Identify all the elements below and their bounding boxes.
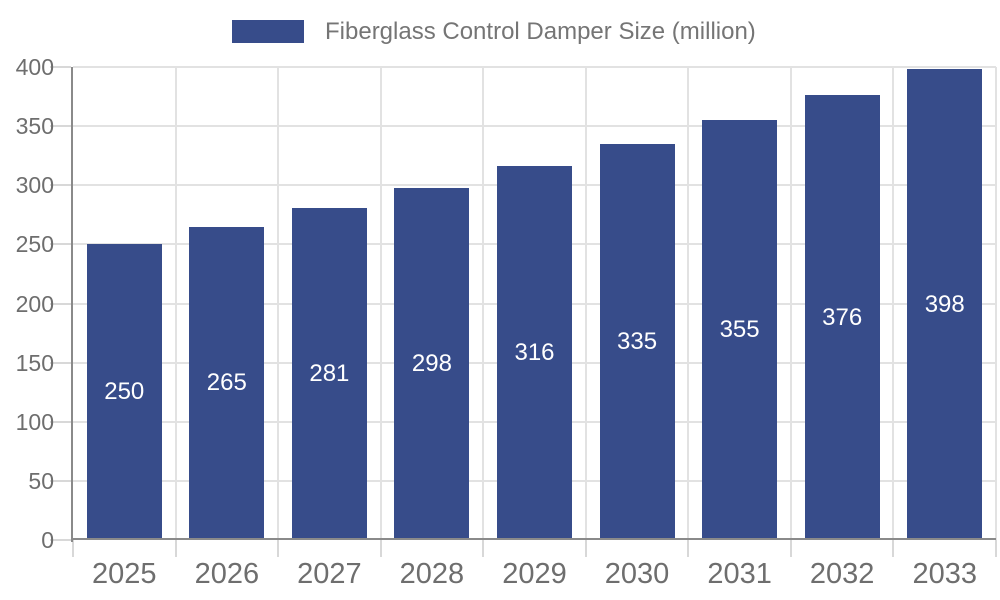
- x-gridline: [277, 67, 280, 540]
- x-tick: [584, 540, 587, 557]
- legend-label: Fiberglass Control Damper Size (million): [325, 18, 756, 45]
- legend-swatch: [232, 20, 304, 43]
- y-axis-label: 250: [15, 231, 54, 258]
- x-gridline: [174, 67, 177, 540]
- bar-value-label: 250: [104, 378, 145, 406]
- bar-value-label: 355: [719, 316, 760, 344]
- x-axis-line: [71, 538, 996, 540]
- x-tick: [995, 540, 997, 557]
- bar-value-label: 398: [924, 290, 965, 318]
- x-tick: [892, 540, 895, 557]
- bar: [291, 207, 367, 540]
- bar: [86, 244, 162, 540]
- y-tick: [50, 361, 71, 364]
- y-axis-label: 0: [41, 527, 54, 553]
- x-tick: [687, 540, 690, 557]
- x-gridline: [687, 67, 690, 540]
- x-axis-label: 2029: [502, 558, 567, 590]
- x-tick: [277, 540, 280, 557]
- x-gridline: [379, 67, 382, 540]
- y-axis-label: 400: [15, 54, 54, 80]
- x-axis-label: 2028: [399, 558, 465, 590]
- y-axis-label: 300: [15, 172, 54, 199]
- x-gridline: [789, 67, 792, 540]
- y-axis-label: 200: [15, 290, 54, 317]
- y-axis-label: 350: [15, 113, 54, 140]
- y-axis-label: 50: [28, 467, 54, 494]
- x-axis-label: 2030: [604, 558, 670, 590]
- bar: [599, 143, 675, 540]
- y-gridline: [73, 125, 996, 128]
- y-axis-label: 150: [15, 349, 54, 376]
- y-tick: [50, 125, 71, 128]
- y-axis-line: [71, 67, 73, 542]
- x-gridline: [995, 67, 997, 540]
- x-axis-label: 2031: [707, 558, 772, 590]
- bar-value-label: 265: [206, 369, 247, 397]
- x-axis-label: 2032: [809, 558, 875, 590]
- bar-value-label: 281: [309, 359, 350, 387]
- bar-value-label: 376: [822, 303, 863, 331]
- x-axis-label: 2027: [297, 558, 362, 590]
- bar: [394, 187, 470, 540]
- bar: [804, 95, 880, 540]
- bar: [702, 120, 778, 540]
- x-gridline: [584, 67, 587, 540]
- y-tick: [50, 243, 71, 246]
- x-tick: [174, 540, 177, 557]
- y-axis-label: 100: [15, 408, 54, 435]
- bar: [907, 69, 983, 540]
- y-gridline: [73, 66, 996, 68]
- bar-value-label: 316: [514, 339, 555, 367]
- x-tick: [789, 540, 792, 557]
- x-tick: [72, 540, 74, 557]
- x-axis-label: 2026: [194, 558, 260, 590]
- bar: [497, 166, 572, 540]
- x-gridline: [892, 67, 895, 540]
- x-gridline: [482, 67, 485, 540]
- x-axis-label: 2025: [92, 558, 157, 590]
- bar-value-label: 335: [617, 327, 658, 355]
- y-tick: [50, 420, 71, 423]
- y-tick: [50, 302, 71, 305]
- y-tick: [50, 479, 71, 482]
- x-tick: [482, 540, 485, 557]
- x-axis-label: 2033: [912, 558, 977, 590]
- bar: [189, 226, 265, 540]
- y-tick: [50, 184, 71, 187]
- y-tick: [50, 539, 71, 541]
- bar-value-label: 298: [411, 349, 452, 377]
- x-tick: [379, 540, 382, 557]
- y-tick: [50, 66, 71, 68]
